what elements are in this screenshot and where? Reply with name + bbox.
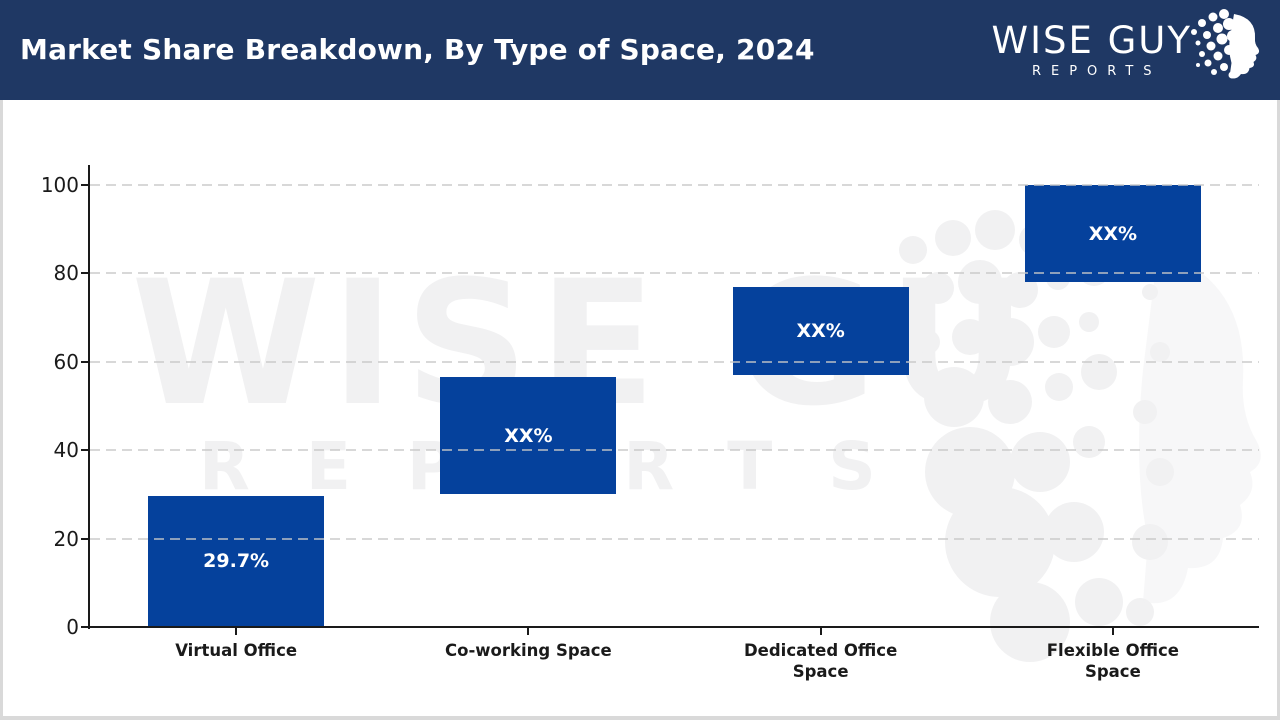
y-axis-line [88,165,90,629]
header: Market Share Breakdown, By Type of Space… [0,0,1280,100]
x-axis-category-label: Co-working Space [445,641,612,660]
y-axis-tick-mark [81,272,89,275]
y-axis-tick-label: 100 [40,173,79,197]
y-axis-tick-mark [81,537,89,540]
x-axis-tick-mark [1111,628,1114,635]
y-axis-tick-mark [81,360,89,363]
x-axis-category-label: Flexible Office Space [1046,641,1179,682]
y-axis-tick-mark [81,449,89,452]
bar-value-label: XX% [1088,222,1138,245]
bar-segment [148,495,325,627]
y-axis-tick-mark [81,184,89,186]
logo-subtitle: REPORTS [1031,63,1162,79]
x-axis-tick-mark [527,628,530,635]
page-title: Market Share Breakdown, By Type of Space… [20,32,815,66]
bar-segment [732,286,909,376]
x-axis-category-label: Virtual Office [175,641,298,660]
logo-wordmark: WISE GUY [991,18,1192,62]
gridline-100 [90,184,1259,186]
y-axis-tick-mark [81,626,89,628]
y-axis-tick-label: 0 [66,615,79,639]
y-axis-tick-label: 60 [53,349,79,374]
bar-segment [440,377,617,495]
logo-head-icon [1191,9,1260,79]
x-axis-tick-mark [819,628,822,635]
y-axis-tick-label: 80 [53,261,79,286]
bar-value-label: 29.7% [203,550,270,573]
gridline-20 [90,537,1259,540]
bar-segment [1024,185,1201,283]
gridline-40 [90,449,1259,452]
gridline-60 [90,360,1259,363]
bar-value-label: XX% [796,319,845,342]
bar-value-label: XX% [504,424,553,447]
x-axis-line [88,626,1259,628]
chart-canvas: WISE GU REPORTS 02040608010029.7%Virtual… [0,100,1280,720]
x-axis-category-label: Dedicated Office Space [743,641,898,682]
bar-chart: 0 20 40 60 80 100 29.7% Virtual Office XX% Co-wor… [3,100,1277,716]
gridline-80 [90,272,1259,275]
y-axis-tick-label: 40 [53,438,79,463]
wiseguy-logo: WISE GUY REPORTS [992,8,1264,92]
y-axis-tick-label: 20 [53,526,79,551]
x-axis-tick-mark [235,628,238,635]
